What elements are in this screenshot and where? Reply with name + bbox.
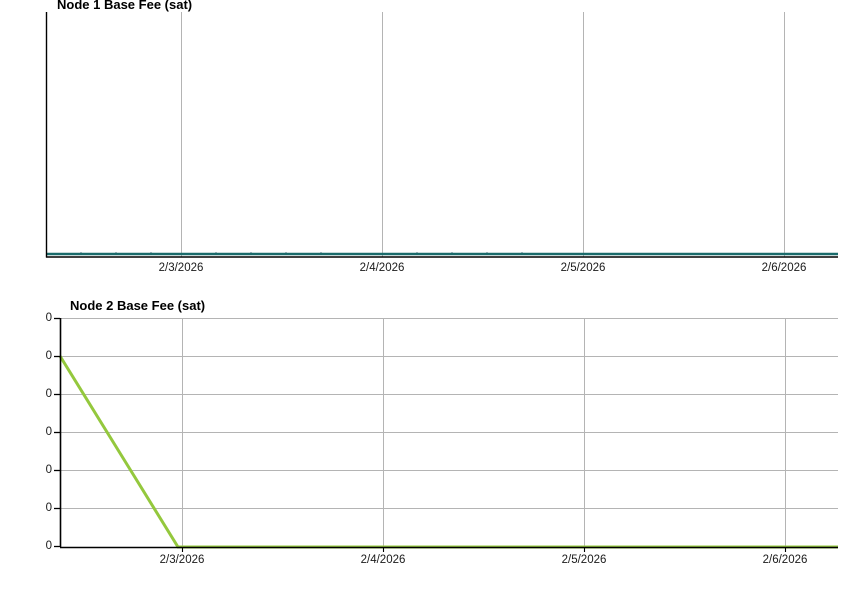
chart-title-node-1: Node 1 Base Fee (sat) bbox=[57, 0, 193, 12]
xtick-label-node-1-1: 2/4/2026 bbox=[359, 262, 405, 274]
ytick-label-node-2-6: 0 bbox=[45, 540, 52, 552]
chart-title-node-2: Node 2 Base Fee (sat) bbox=[70, 298, 206, 313]
xtick-label-node-2-1: 2/4/2026 bbox=[360, 554, 406, 566]
xtick-label-node-1-3: 2/6/2026 bbox=[761, 262, 807, 274]
ytick-label-node-2-4: 0 bbox=[45, 464, 52, 476]
xtick-label-node-2-0: 2/3/2026 bbox=[159, 554, 205, 566]
gridlines-vertical-node-1 bbox=[181, 12, 785, 257]
axis-node-1 bbox=[45, 12, 838, 258]
ytick-label-node-2-2: 0 bbox=[45, 388, 52, 400]
xtick-marks-node-2 bbox=[181, 547, 787, 552]
ytick-marks-node-2 bbox=[54, 317, 60, 548]
xtick-label-node-2-3: 2/6/2026 bbox=[762, 554, 808, 566]
gridlines-vertical-node-2 bbox=[182, 318, 786, 546]
ytick-label-node-2-3: 0 bbox=[45, 426, 52, 438]
ytick-label-node-2-0: 0 bbox=[45, 312, 52, 324]
xtick-label-node-1-2: 2/5/2026 bbox=[560, 262, 606, 274]
chart-node-2-base-fee: Node 2 Base Fee (sat) bbox=[0, 290, 860, 600]
series-line-node-2 bbox=[58, 355, 838, 549]
gridlines-horizontal-node-2 bbox=[60, 318, 838, 509]
xtick-label-node-1-0: 2/3/2026 bbox=[158, 262, 204, 274]
plot-area-node-2 bbox=[54, 317, 838, 552]
chart-node-1-base-fee: Node 1 Base Fee (sat) bbox=[0, 0, 860, 290]
xtick-label-node-2-2: 2/5/2026 bbox=[561, 554, 607, 566]
axis-node-2 bbox=[54, 317, 838, 552]
ytick-label-node-2-1: 0 bbox=[45, 350, 52, 362]
plot-area-node-1 bbox=[45, 12, 838, 258]
ytick-label-node-2-5: 0 bbox=[45, 502, 52, 514]
